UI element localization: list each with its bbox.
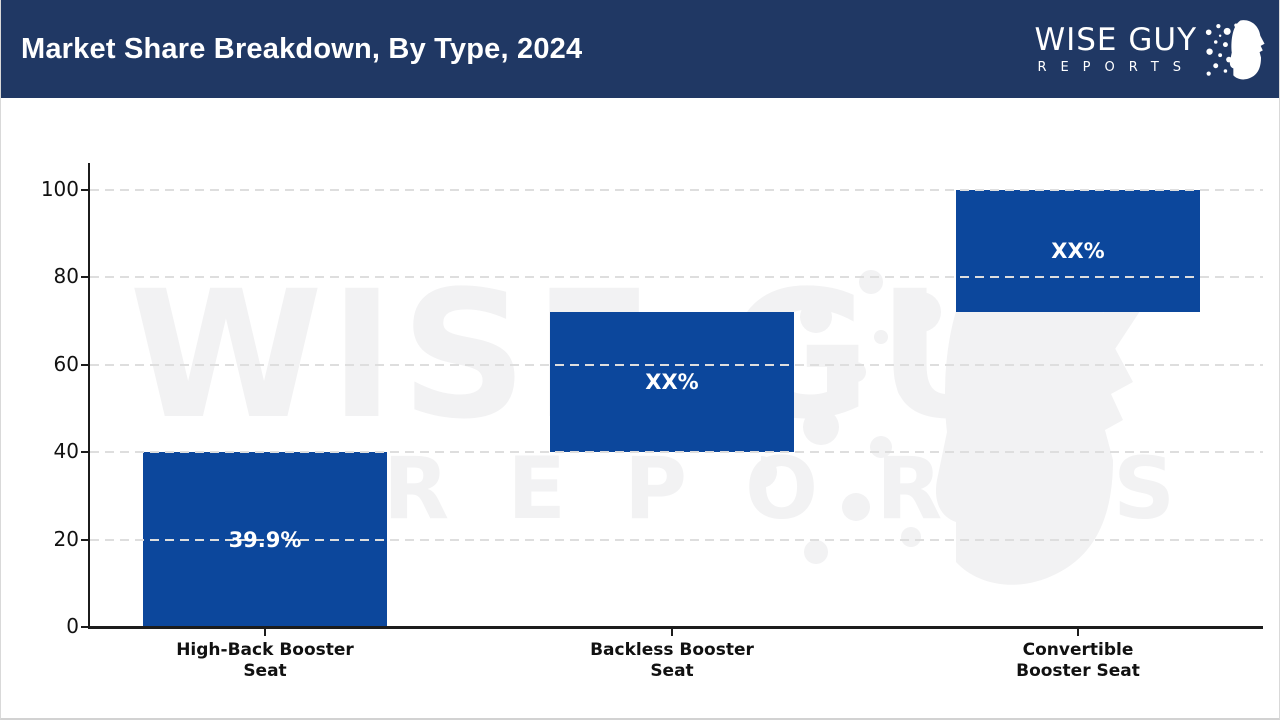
logo-head-icon [1205, 20, 1265, 80]
y-tick-label: 100 [40, 176, 79, 201]
y-tick-label: 0 [66, 614, 79, 638]
bar-value-label: 39.9% [228, 527, 302, 552]
y-tick-mark [81, 276, 89, 278]
x-tick-mark [1077, 629, 1079, 636]
x-category-line: Seat [650, 660, 694, 681]
x-category-label: Backless Booster Seat [512, 640, 832, 681]
y-tick-label: 60 [53, 351, 79, 376]
y-tick-label: 40 [53, 439, 79, 463]
gridline [90, 188, 1263, 191]
page-title: Market Share Breakdown, By Type, 2024 [21, 32, 583, 65]
y-tick-mark [81, 626, 89, 628]
y-tick-mark [81, 363, 89, 366]
y-axis-spine [88, 163, 90, 629]
watermark-text-line2: REPORTS [383, 439, 1234, 539]
x-category-line: Seat [243, 660, 287, 681]
y-tick-mark [81, 188, 89, 191]
y-tick-mark [81, 538, 89, 541]
x-category-line: High-Back Booster [176, 640, 354, 660]
wiseguy-logo: WISE GUY REPORTS [1034, 6, 1273, 92]
bar-segment [550, 312, 794, 453]
x-category-line: Booster Seat [1016, 660, 1140, 681]
x-tick-mark [671, 629, 673, 636]
gridline [90, 363, 1263, 366]
x-category-line: Backless Booster [590, 640, 754, 660]
x-axis-baseline [88, 626, 1263, 629]
gridline [90, 276, 1263, 278]
gridline [90, 451, 1263, 453]
bar-value-label: XX% [1051, 238, 1105, 263]
x-category-line: Convertible [1022, 640, 1134, 660]
y-tick-label: 80 [53, 264, 79, 288]
y-tick-mark [81, 451, 89, 453]
x-category-label: High-Back Booster Seat [105, 640, 425, 681]
gridline [90, 538, 1263, 541]
header-bar: Market Share Breakdown, By Type, 2024 WI… [1, 0, 1279, 98]
logo-subtext: REPORTS [1037, 59, 1196, 75]
logo-text: WISE GUY REPORTS [1034, 21, 1197, 75]
logo-wordmark: WISE GUY [1034, 21, 1197, 58]
y-tick-label: 20 [53, 526, 79, 551]
bar-value-label: XX% [645, 370, 699, 395]
x-category-label: Convertible Booster Seat [918, 640, 1238, 681]
x-tick-mark [264, 629, 266, 636]
